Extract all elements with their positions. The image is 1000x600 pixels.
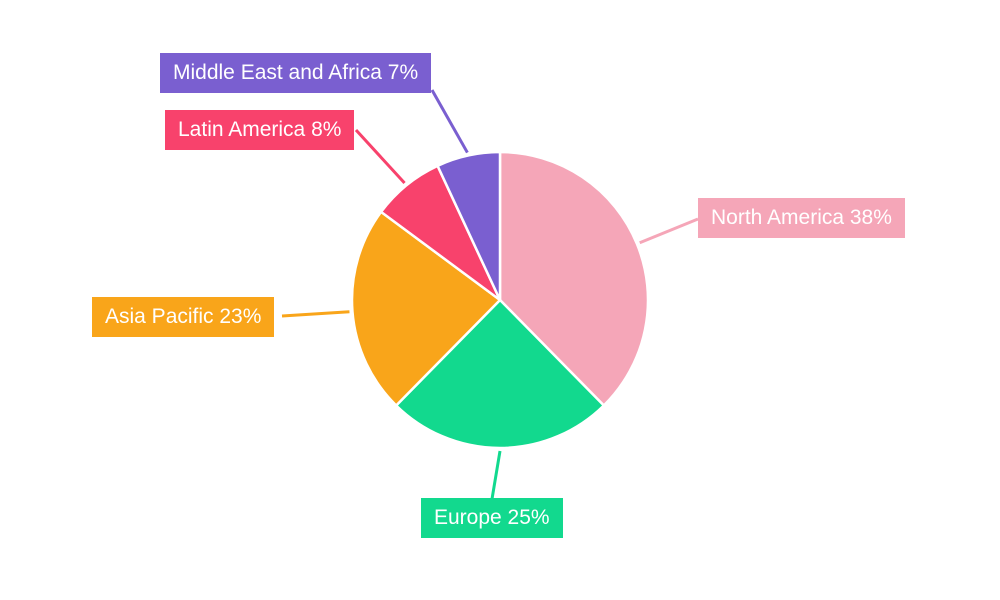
callout-label-latin-america: Latin America 8% [165,110,355,150]
callout-label-asia-pacific: Asia Pacific 23% [92,297,275,337]
leader-line-middle-east-and-africa [430,89,469,154]
pie-slice-north-america[interactable] [498,150,650,407]
leader-line-europe [490,450,502,500]
pie-slice-europe[interactable] [394,298,606,450]
pie-slice-asia-pacific[interactable] [350,210,502,407]
callout-label-europe: Europe 25% [421,498,563,538]
leader-line-north-america [639,217,699,245]
leader-line-asia-pacific [281,310,350,318]
callout-label-middle-east-and-africa: Middle East and Africa 7% [160,53,432,93]
callout-label-north-america: North America 38% [698,198,905,238]
pie-slice-middle-east-and-africa[interactable] [436,150,502,302]
leader-line-latin-america [354,128,406,185]
